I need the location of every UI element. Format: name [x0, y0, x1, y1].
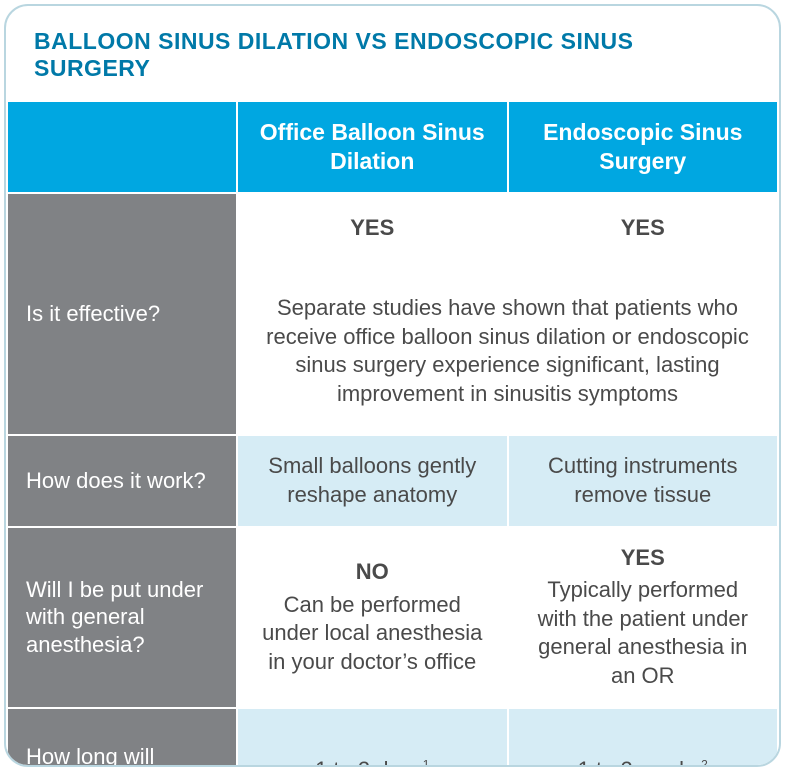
cell-effective-note: Separate studies have shown that patient… [237, 273, 778, 435]
row-effective-top: Is it effective? YES YES [7, 193, 778, 274]
anesthesia-endoscopic-strong: YES [527, 544, 760, 573]
cell-anesthesia-balloon: NO Can be performed under local anesthes… [237, 527, 508, 708]
cell-how-balloon: Small balloons gently reshape anatomy [237, 435, 508, 526]
anesthesia-endoscopic-body: Typically performed with the patient und… [538, 577, 748, 688]
anesthesia-balloon-body: Can be performed under local anesthesia … [262, 592, 482, 674]
rowhead-anesthesia: Will I be put under with general anesthe… [7, 527, 237, 708]
recovery-balloon-sup: 1 [423, 758, 430, 768]
row-recovery: How long will recovery take? 1 to 2 days… [7, 708, 778, 767]
cell-effective-balloon-strong: YES [256, 214, 489, 243]
header-row: Office Balloon Sinus Dilation Endoscopic… [7, 101, 778, 193]
header-corner [7, 101, 237, 193]
col-head-endoscopic: Endoscopic Sinus Surgery [508, 101, 779, 193]
rowhead-recovery: How long will recovery take? [7, 708, 237, 767]
comparison-card: BALLOON SINUS DILATION VS ENDOSCOPIC SIN… [4, 4, 781, 767]
cell-recovery-endoscopic: 1 to 2 weeks2 [508, 708, 779, 767]
recovery-balloon-text: 1 to 2 days [315, 757, 423, 767]
cell-effective-balloon: YES [237, 193, 508, 274]
cell-effective-endoscopic: YES [508, 193, 779, 274]
recovery-endoscopic-sup: 2 [701, 758, 708, 768]
effective-note-text: Separate studies have shown that patient… [266, 295, 749, 406]
recovery-endoscopic-text: 1 to 2 weeks [578, 757, 702, 767]
rowhead-how: How does it work? [7, 435, 237, 526]
anesthesia-balloon-strong: NO [256, 558, 489, 587]
comparison-table: Office Balloon Sinus Dilation Endoscopic… [6, 100, 779, 767]
cell-recovery-balloon: 1 to 2 days1 [237, 708, 508, 767]
rowhead-effective: Is it effective? [7, 193, 237, 436]
cell-anesthesia-endoscopic: YES Typically performed with the patient… [508, 527, 779, 708]
cell-how-endoscopic: Cutting instruments remove tissue [508, 435, 779, 526]
card-title: BALLOON SINUS DILATION VS ENDOSCOPIC SIN… [6, 6, 779, 100]
row-anesthesia: Will I be put under with general anesthe… [7, 527, 778, 708]
cell-effective-endoscopic-strong: YES [527, 214, 760, 243]
col-head-balloon: Office Balloon Sinus Dilation [237, 101, 508, 193]
row-how: How does it work? Small balloons gently … [7, 435, 778, 526]
